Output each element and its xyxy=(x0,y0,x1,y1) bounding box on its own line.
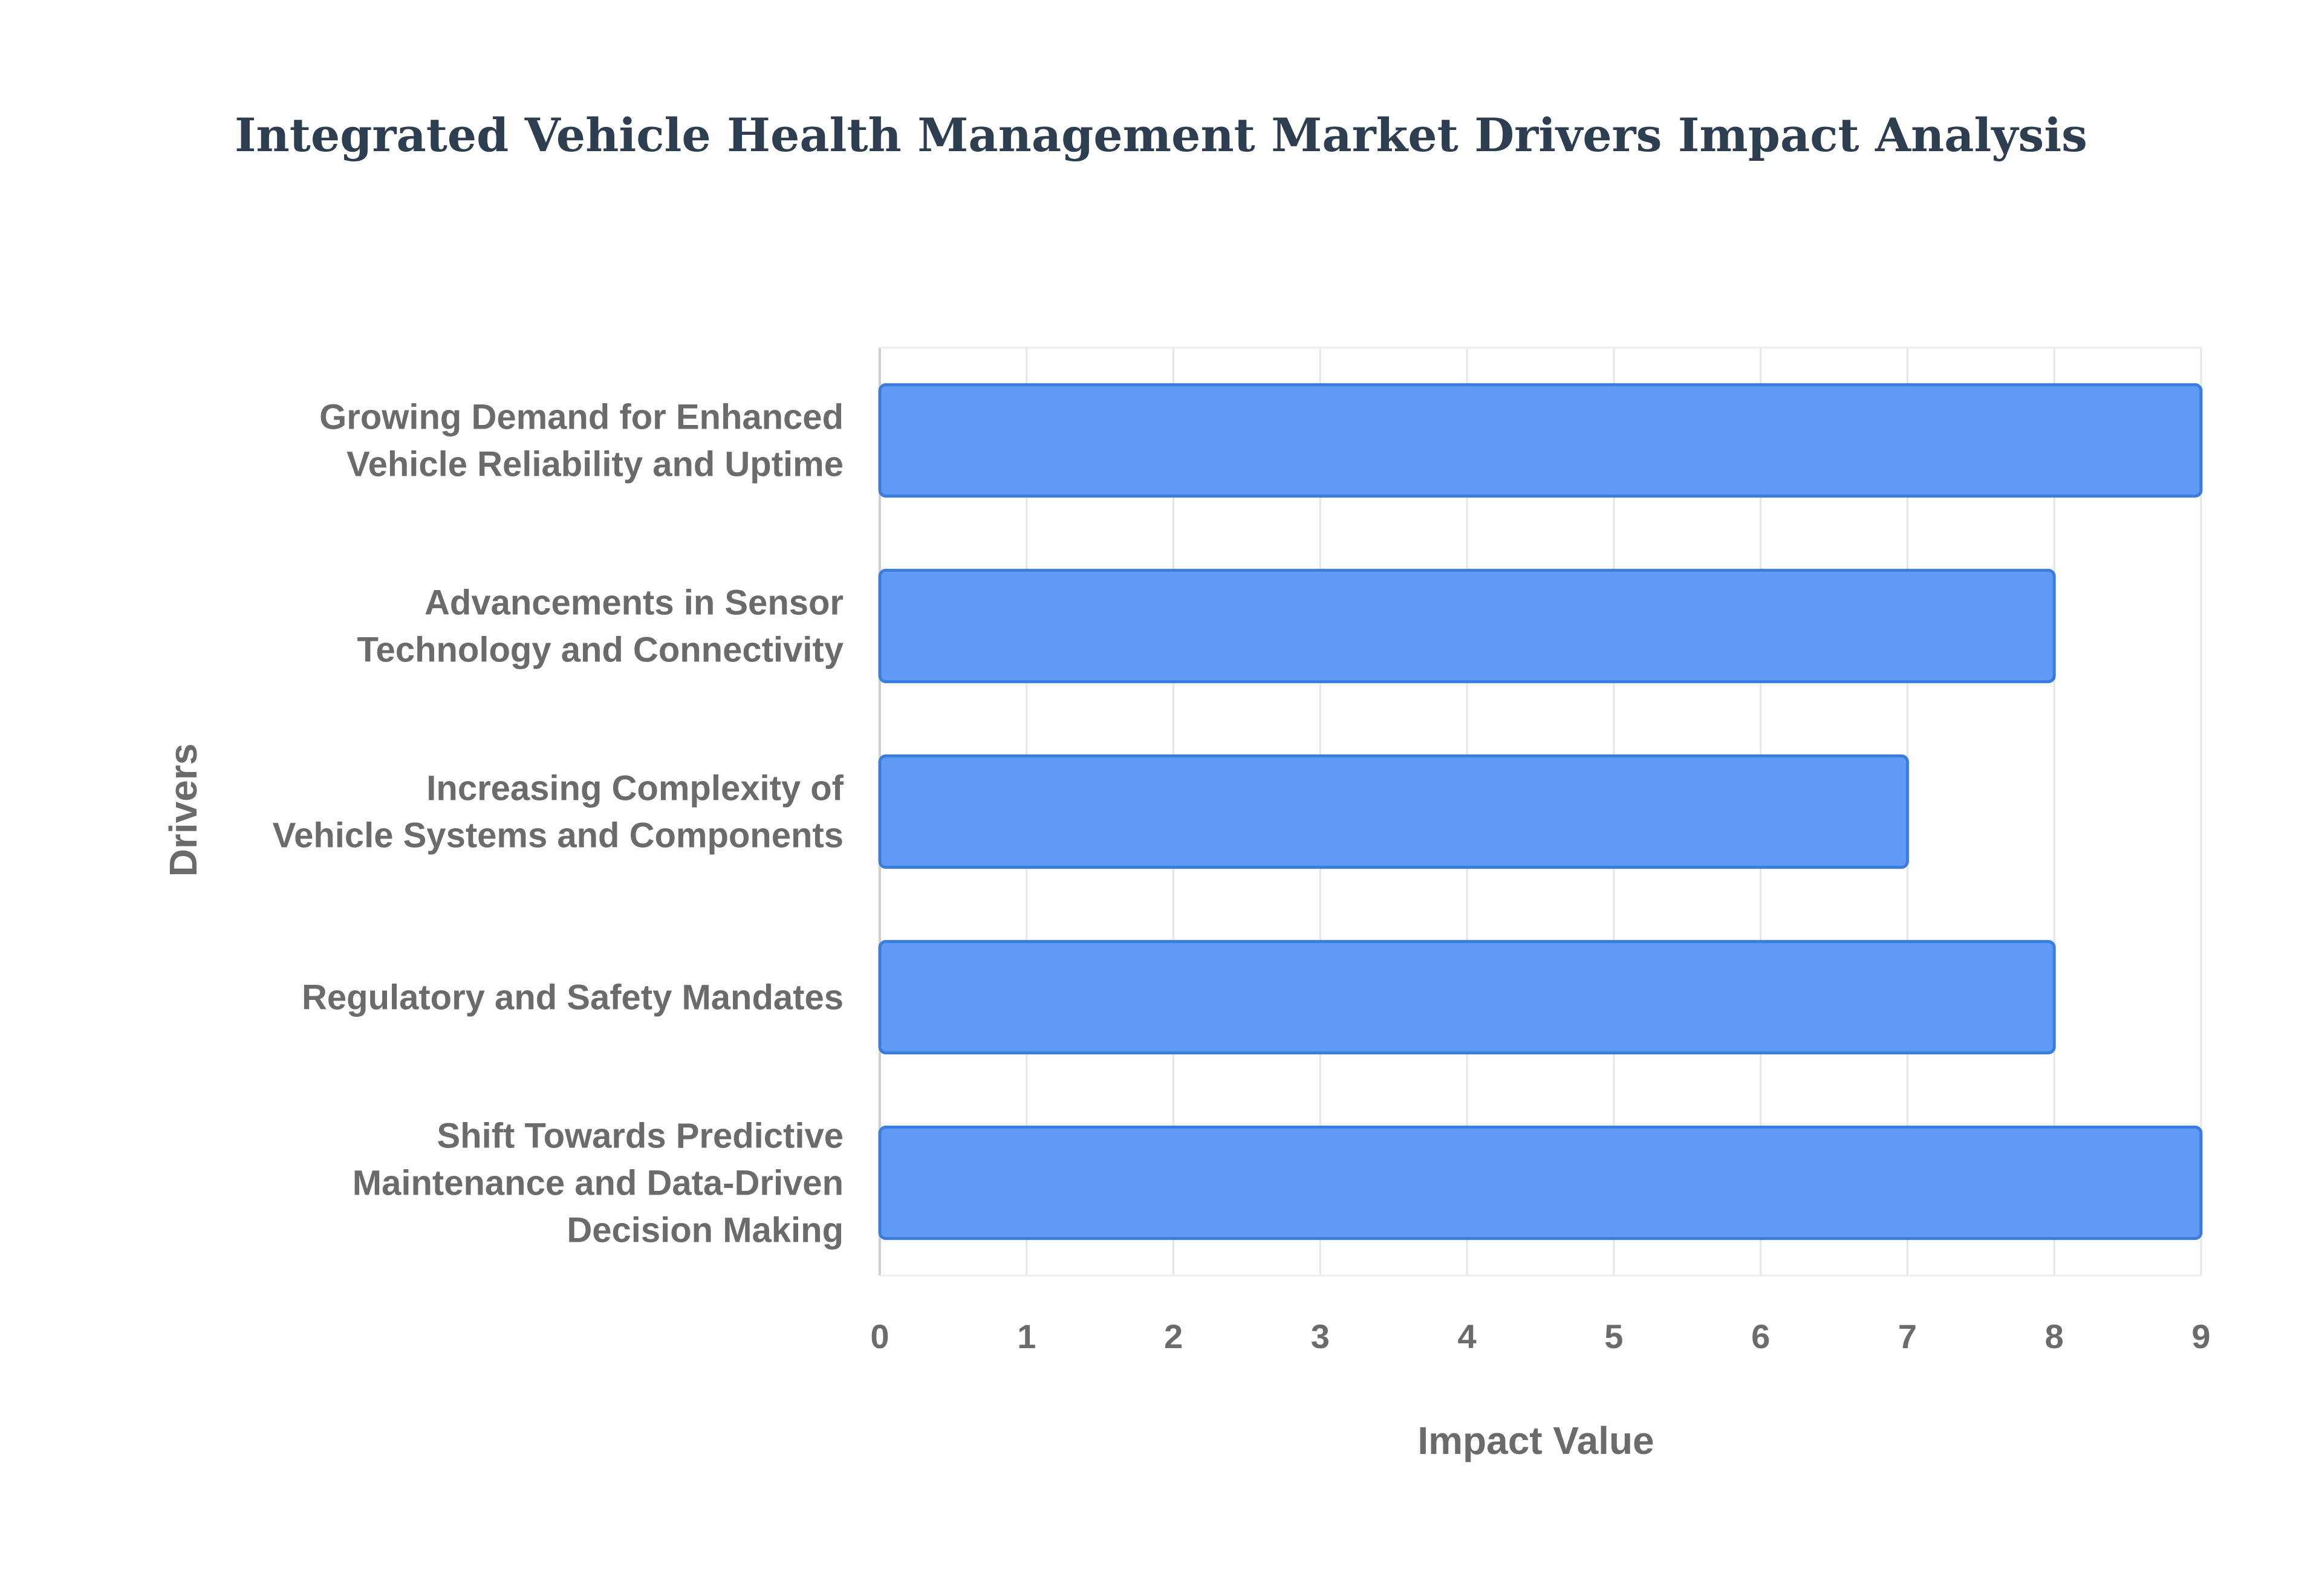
category-label-line: Decision Making xyxy=(567,1211,844,1250)
category-label-line: Advancements in Sensor xyxy=(424,583,844,623)
chart-title: Integrated Vehicle Health Management Mar… xyxy=(235,108,2087,162)
x-tick-label: 0 xyxy=(870,1317,889,1355)
category-label-line: Increasing Complexity of xyxy=(426,769,844,808)
bar xyxy=(878,383,2203,498)
bar xyxy=(878,568,2056,684)
category-label-line: Regulatory and Safety Mandates xyxy=(302,978,844,1017)
x-tick-label: 4 xyxy=(1458,1317,1477,1355)
x-tick-label: 5 xyxy=(1604,1317,1623,1355)
x-tick-label: 6 xyxy=(1751,1317,1770,1355)
x-ticks: 0 1 2 3 4 5 6 7 8 9 xyxy=(870,1317,2210,1355)
category-label: Increasing Complexity of Vehicle Systems … xyxy=(273,769,844,855)
x-tick-label: 3 xyxy=(1311,1317,1330,1355)
bar xyxy=(878,1125,2203,1241)
category-label-line: Maintenance and Data-Driven xyxy=(353,1164,844,1203)
category-label-line: Growing Demand for Enhanced xyxy=(319,398,844,437)
y-axis-title: Drivers xyxy=(161,744,205,877)
bar xyxy=(878,939,2056,1055)
x-tick-label: 9 xyxy=(2191,1317,2210,1355)
x-axis-title: Impact Value xyxy=(1417,1419,1654,1462)
category-label: Regulatory and Safety Mandates xyxy=(302,978,844,1017)
x-tick-label: 2 xyxy=(1164,1317,1183,1355)
category-label: Advancements in Sensor Technology and Con… xyxy=(357,583,844,670)
category-label-line: Shift Towards Predictive xyxy=(437,1117,844,1156)
bar xyxy=(878,754,1909,869)
category-label-line: Technology and Connectivity xyxy=(357,631,844,670)
x-tick-label: 8 xyxy=(2045,1317,2064,1355)
x-tick-label: 1 xyxy=(1017,1317,1036,1355)
category-label: Shift Towards Predictive Maintenance and … xyxy=(353,1117,844,1250)
bars xyxy=(878,383,2203,1241)
x-tick-label: 7 xyxy=(1898,1317,1917,1355)
category-label-line: Vehicle Reliability and Uptime xyxy=(346,445,844,484)
category-label-line: Vehicle Systems and Components xyxy=(273,816,844,855)
category-labels: Growing Demand for Enhanced Vehicle Relia… xyxy=(273,398,844,1250)
category-label: Growing Demand for Enhanced Vehicle Relia… xyxy=(319,398,844,484)
